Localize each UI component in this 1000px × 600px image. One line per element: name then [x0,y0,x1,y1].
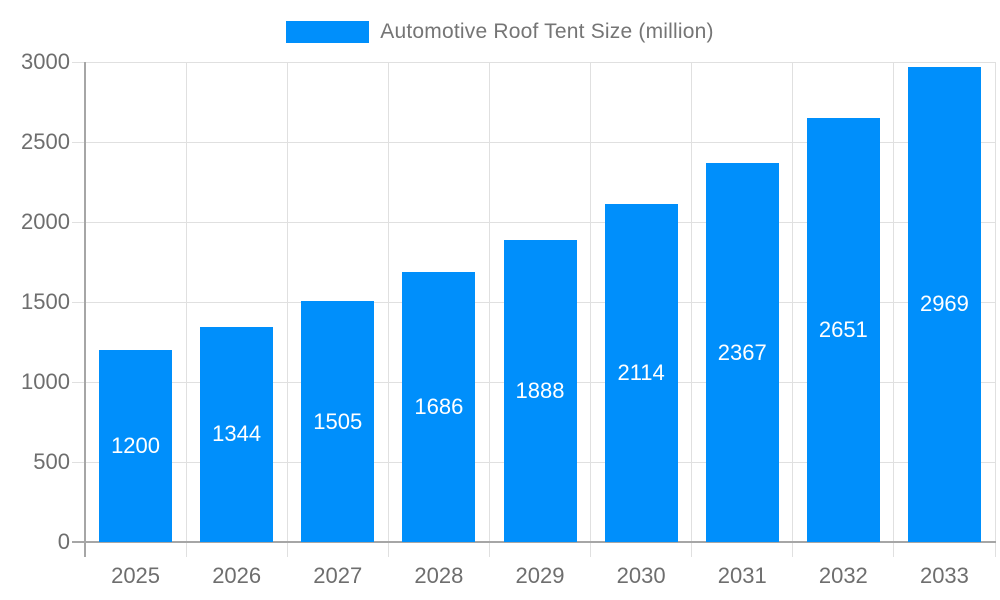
x-axis-label: 2029 [515,563,565,588]
x-axis-label: 2032 [818,563,868,588]
bar-value-label: 2114 [617,359,665,385]
x-tick [387,542,389,557]
y-tick [72,61,85,63]
x-axis-label: 2025 [111,563,161,588]
x-axis-line [84,541,996,543]
x-tick [185,542,187,557]
bar[interactable] [200,326,274,542]
bar[interactable] [705,163,779,542]
x-axis-label: 2030 [616,563,666,588]
y-tick [72,221,85,223]
bar[interactable] [301,301,375,542]
x-tick [488,542,490,557]
legend[interactable]: Automotive Roof Tent Size (million) [0,17,1000,47]
bar[interactable] [907,66,981,542]
h-gridline [85,221,995,223]
y-tick [72,381,85,383]
v-gridline [590,62,592,542]
y-axis-label: 1000 [21,369,70,394]
x-axis-label: 2031 [717,563,767,588]
legend-marker-swatch [286,21,370,43]
legend-series-label: Automotive Roof Tent Size (million) [380,20,714,43]
y-axis-label: 2000 [21,209,70,234]
y-axis-label: 3000 [21,49,70,74]
bar[interactable] [503,239,577,542]
bar[interactable] [604,203,678,542]
bar-value-label: 1344 [212,421,262,447]
bar-value-label: 1505 [313,408,363,434]
v-gridline [185,62,187,542]
x-tick [691,542,693,557]
h-gridline [85,141,995,143]
bar-value-label: 2651 [818,316,868,342]
v-gridline [792,62,794,542]
bar-value-label: 1686 [414,394,464,420]
v-gridline [691,62,693,542]
bar-value-label: 1888 [515,377,565,403]
bar-value-label: 2969 [919,291,969,317]
x-tick [893,542,895,557]
y-tick [72,141,85,143]
x-axis-label: 2026 [212,563,262,588]
x-tick [286,542,288,557]
x-tick [590,542,592,557]
v-gridline [387,62,389,542]
bar-value-label: 2367 [717,339,767,365]
h-gridline [85,61,995,63]
x-axis-label: 2028 [414,563,464,588]
x-tick [994,542,996,557]
x-tick [792,542,794,557]
y-tick [72,541,85,543]
y-axis-label: 2500 [21,129,70,154]
y-axis-label: 1500 [21,289,70,314]
bar[interactable] [806,117,880,542]
v-gridline [893,62,895,542]
v-gridline [286,62,288,542]
y-axis-label: 0 [57,529,70,554]
x-axis-label: 2027 [313,563,363,588]
bar-value-label: 1200 [111,433,161,458]
v-gridline [488,62,490,542]
y-axis-line [84,62,86,557]
v-gridline [994,62,996,542]
y-axis-label: 500 [33,449,70,474]
y-tick [72,461,85,463]
bar[interactable] [402,272,476,542]
bar[interactable] [99,350,173,542]
x-axis-label: 2033 [919,563,969,588]
y-tick [72,301,85,303]
